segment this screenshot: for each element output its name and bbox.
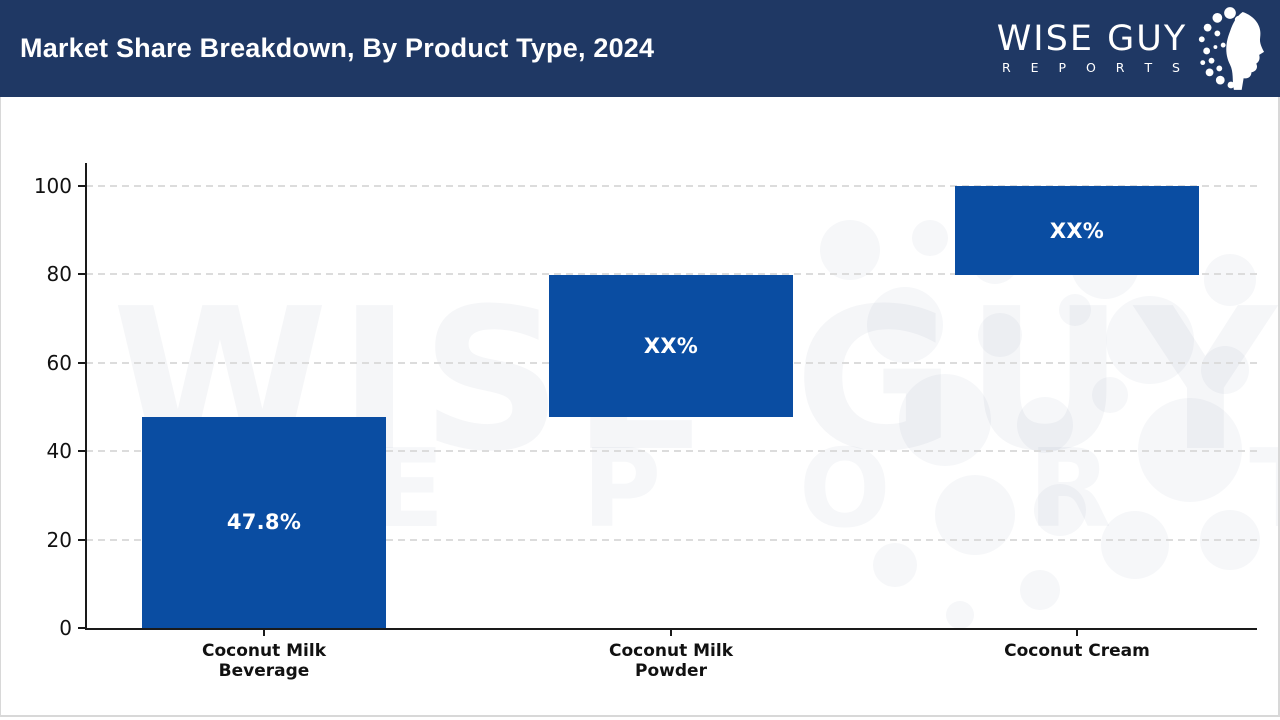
- y-tick-label-20: 20: [46, 527, 72, 552]
- logo-subtitle: R E P O R T S: [1001, 60, 1188, 76]
- x-category-label-coconut-milk-beverage: Coconut Milk Beverage: [201, 641, 327, 681]
- image-right-border: [1278, 97, 1280, 717]
- wiseguy-logo: WISE GUY R E P O R T S: [996, 5, 1266, 93]
- y-tick-mark-40: [78, 450, 86, 453]
- y-tick-mark-100: [78, 185, 86, 187]
- bar-coconut-cream: XX%: [955, 186, 1199, 276]
- y-tick-label-40: 40: [46, 439, 72, 464]
- page-title: Market Share Breakdown, By Product Type,…: [20, 33, 655, 63]
- x-axis-line: [85, 628, 1257, 630]
- logo-wordmark: WISE GUY: [996, 19, 1188, 60]
- y-tick-mark-60: [78, 361, 86, 364]
- y-tick-mark-20: [78, 538, 86, 541]
- image-left-border: [0, 97, 1, 717]
- wiseguy-face-icon: [1198, 6, 1265, 90]
- y-tick-label-100: 100: [33, 174, 72, 198]
- bar-coconut-milk-powder: XX%: [549, 275, 793, 417]
- x-tick-mark-0: [263, 630, 265, 636]
- image-bottom-border: [0, 715, 1280, 717]
- y-axis-line: [85, 163, 87, 630]
- bar-value-label: XX%: [643, 334, 699, 358]
- x-category-label-coconut-milk-powder: Coconut Milk Powder: [608, 641, 734, 681]
- x-tick-mark-2: [1076, 630, 1078, 636]
- bar-coconut-milk-beverage: 47.8%: [142, 416, 386, 628]
- bar-value-label: 47.8%: [226, 510, 302, 535]
- x-tick-mark-1: [670, 630, 672, 636]
- header-band: Market Share Breakdown, By Product Type,…: [0, 0, 1280, 97]
- y-tick-label-60: 60: [46, 350, 72, 375]
- gridline-100: [86, 185, 1260, 187]
- gridline-20: [86, 538, 1260, 541]
- wiseguy-logo-text: WISE GUY R E P O R T S: [996, 22, 1188, 75]
- y-tick-label-80: 80: [46, 262, 72, 287]
- y-tick-mark-0: [78, 627, 86, 629]
- gridline-80: [86, 273, 1260, 276]
- gridline-40: [86, 450, 1260, 453]
- bar-value-label: XX%: [1049, 218, 1105, 243]
- y-tick-label-0: 0: [59, 616, 72, 640]
- y-tick-mark-80: [78, 273, 86, 276]
- x-category-label-coconut-cream: Coconut Cream: [1004, 641, 1150, 661]
